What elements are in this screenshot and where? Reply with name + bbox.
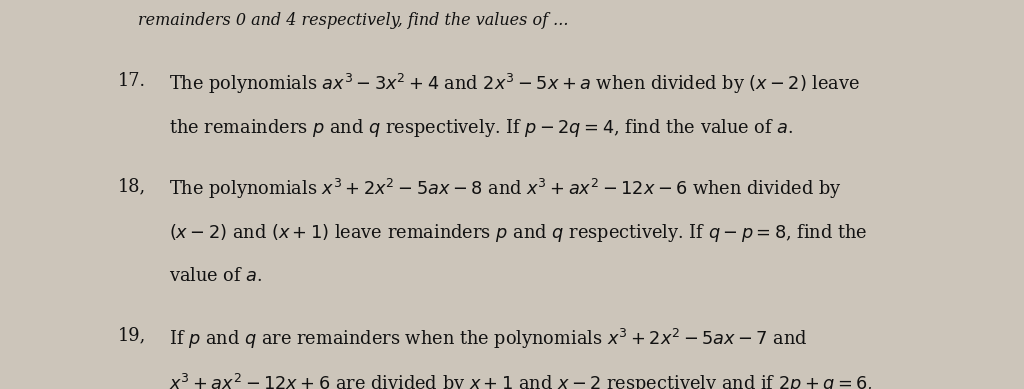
Text: $x^3+ax^2-12x+6$ are divided by $x+1$ and $x-2$ respectively and if $2p+q=6$,: $x^3+ax^2-12x+6$ are divided by $x+1$ an… [169,371,872,389]
Text: 17.: 17. [118,72,145,90]
Text: remainders 0 and 4 respectively, find the values of ...: remainders 0 and 4 respectively, find th… [138,12,568,29]
Text: 19,: 19, [118,327,146,345]
Text: 18,: 18, [118,177,145,195]
Text: The polynomials $x^3+2x^2-5ax-8$ and $x^3+ax^2-12x-6$ when divided by: The polynomials $x^3+2x^2-5ax-8$ and $x^… [169,177,842,201]
Text: $(x-2)$ and $(x+1)$ leave remainders $p$ and $q$ respectively. If $q-p=8$, find : $(x-2)$ and $(x+1)$ leave remainders $p$… [169,222,867,244]
Text: The polynomials $ax^3-3x^2+4$ and $2x^3-5x+a$ when divided by $(x-2)$ leave: The polynomials $ax^3-3x^2+4$ and $2x^3-… [169,72,860,96]
Text: If $p$ and $q$ are remainders when the polynomials $x^3+2x^2-5ax-7$ and: If $p$ and $q$ are remainders when the p… [169,327,808,351]
Text: the remainders $p$ and $q$ respectively. If $p-2q=4$, find the value of $a$.: the remainders $p$ and $q$ respectively.… [169,117,794,139]
Text: value of $a$.: value of $a$. [169,266,262,285]
